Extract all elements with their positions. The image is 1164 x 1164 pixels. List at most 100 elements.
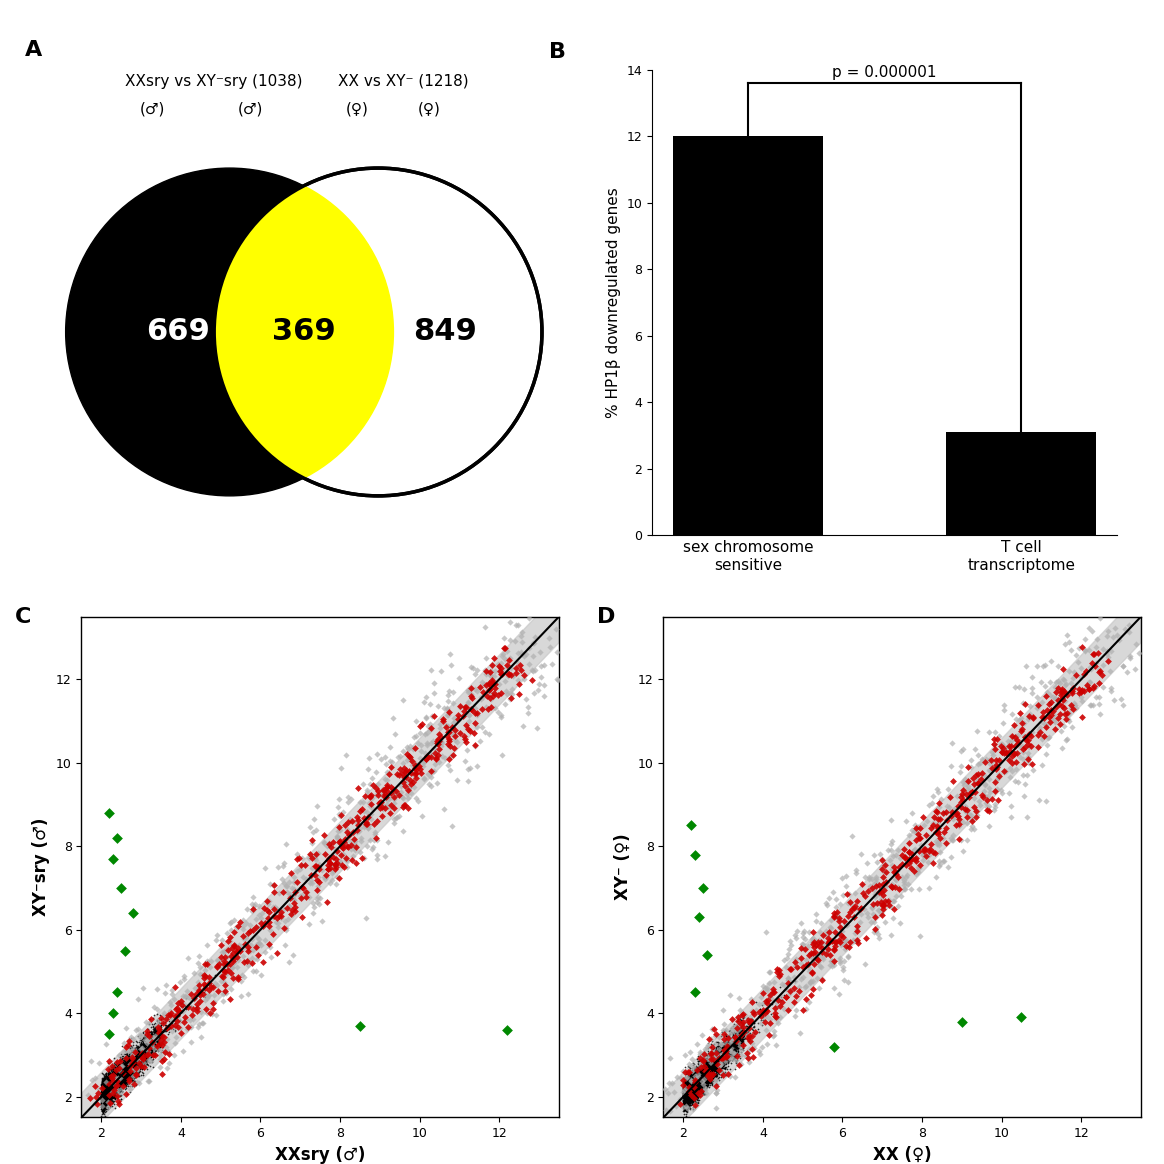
Point: [93, 1085, 112, 1103]
Point: [676, 1079, 695, 1098]
Point: [680, 1083, 698, 1101]
Point: [143, 1042, 162, 1060]
Point: [93, 1094, 112, 1113]
Point: [93, 1088, 112, 1107]
Point: [93, 1077, 112, 1095]
Point: [93, 1091, 112, 1109]
Point: [726, 1049, 745, 1067]
Point: [676, 1086, 695, 1105]
Point: [680, 1085, 698, 1103]
Point: [108, 1076, 127, 1094]
Point: [347, 837, 365, 856]
Point: [98, 1087, 116, 1106]
Point: [683, 1077, 702, 1095]
Point: [95, 1079, 114, 1098]
Point: [134, 1041, 152, 1059]
Point: [684, 1077, 703, 1095]
Point: [696, 1065, 715, 1084]
Point: [92, 1084, 111, 1102]
Point: [149, 1041, 168, 1059]
Point: [123, 1067, 142, 1086]
Point: [686, 1069, 704, 1087]
Point: [120, 1059, 139, 1078]
Point: [94, 1076, 113, 1094]
Point: [693, 1072, 711, 1091]
Point: [101, 1080, 120, 1099]
Point: [679, 1081, 697, 1100]
Point: [696, 1069, 715, 1087]
Point: [707, 1050, 725, 1069]
Point: [714, 1063, 732, 1081]
Point: [677, 1081, 696, 1100]
Point: [752, 1005, 771, 1023]
Point: [140, 1042, 158, 1060]
Point: [111, 1069, 129, 1087]
Point: [127, 1043, 146, 1062]
Point: [95, 1078, 114, 1096]
Point: [93, 1085, 112, 1103]
Point: [98, 1077, 116, 1095]
Point: [875, 892, 894, 910]
Point: [95, 1088, 114, 1107]
Point: [94, 1080, 113, 1099]
Point: [680, 1064, 698, 1083]
Point: [674, 1086, 693, 1105]
Point: [106, 1074, 125, 1093]
Point: [119, 1049, 137, 1067]
Point: [226, 936, 244, 954]
Point: [134, 1035, 152, 1053]
Point: [132, 1048, 150, 1066]
Point: [109, 1070, 128, 1088]
Point: [215, 984, 234, 1002]
Point: [679, 1085, 697, 1103]
Point: [108, 1066, 127, 1085]
Point: [102, 1077, 121, 1095]
Point: [677, 1079, 696, 1098]
Point: [107, 1065, 126, 1084]
Point: [97, 1085, 115, 1103]
Point: [686, 1071, 704, 1090]
Point: [708, 1045, 726, 1064]
Point: [708, 1053, 726, 1072]
Point: [111, 1073, 129, 1092]
Point: [100, 1081, 119, 1100]
Point: [93, 1084, 112, 1102]
Point: [677, 1076, 696, 1094]
Point: [109, 1071, 128, 1090]
Point: [106, 1073, 125, 1092]
Point: [97, 1080, 115, 1099]
Point: [1030, 723, 1049, 741]
Point: [696, 1060, 715, 1079]
Point: [99, 1086, 118, 1105]
Point: [681, 1079, 700, 1098]
Point: [709, 1041, 728, 1059]
Point: [104, 1076, 122, 1094]
Point: [722, 1050, 740, 1069]
Point: [338, 858, 356, 876]
Point: [687, 1080, 705, 1099]
Point: [766, 1007, 785, 1025]
Point: [680, 1080, 698, 1099]
Point: [97, 1086, 115, 1105]
Point: [106, 1064, 125, 1083]
Point: [97, 1078, 115, 1096]
Point: [679, 1084, 697, 1102]
Point: [148, 1016, 166, 1035]
Point: [709, 1037, 728, 1056]
Point: [717, 1027, 736, 1045]
Point: [679, 1079, 697, 1098]
Point: [675, 1093, 694, 1112]
Point: [95, 1090, 114, 1108]
Point: [716, 1057, 734, 1076]
Point: [703, 1051, 722, 1070]
Point: [675, 1092, 694, 1110]
Point: [690, 1078, 709, 1096]
Point: [722, 1038, 740, 1057]
Point: [691, 1070, 710, 1088]
Point: [697, 1060, 716, 1079]
Point: [807, 904, 825, 923]
Point: [810, 936, 829, 954]
Point: [149, 1020, 168, 1038]
Point: [703, 1073, 722, 1092]
Point: [118, 1056, 136, 1074]
